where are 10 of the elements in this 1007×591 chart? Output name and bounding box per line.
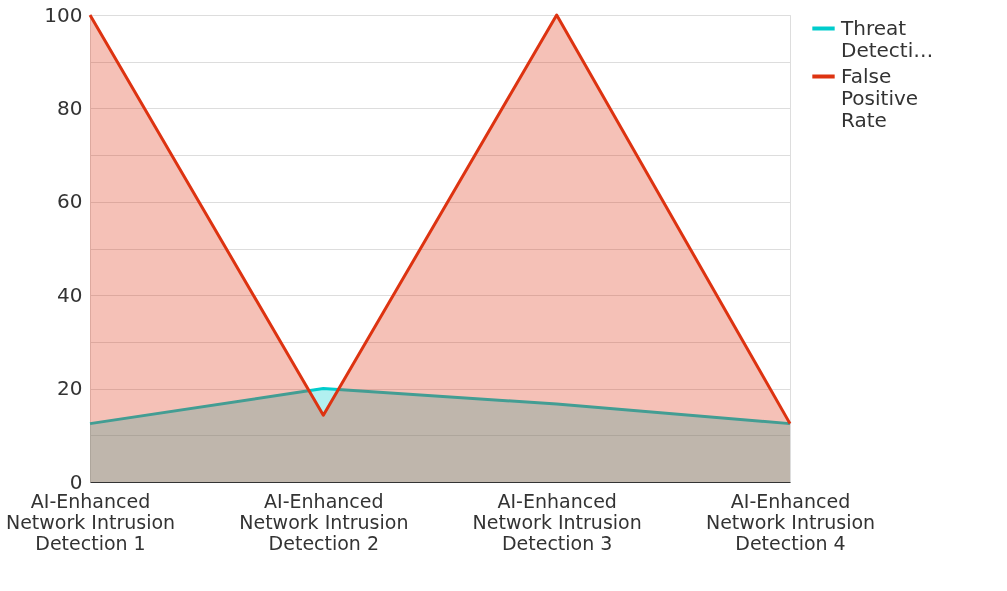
y-tick-label: 80 [57, 95, 83, 120]
y-tick-label: 40 [57, 282, 83, 307]
legend-label: False Positive Rate [841, 63, 919, 132]
y-tick-label: 20 [57, 376, 83, 401]
x-tick-label: AI-Enhanced Network Intrusion Detection 2 [239, 489, 409, 554]
x-tick-label: AI-Enhanced Network Intrusion Detection 4 [705, 489, 876, 554]
y-tick-label: 100 [44, 2, 83, 27]
x-tick-label: AI-Enhanced Network Intrusion Detection 3 [472, 489, 642, 554]
y-tick-label: 60 [57, 189, 83, 214]
legend-label: Threat Detecti… [840, 15, 934, 62]
